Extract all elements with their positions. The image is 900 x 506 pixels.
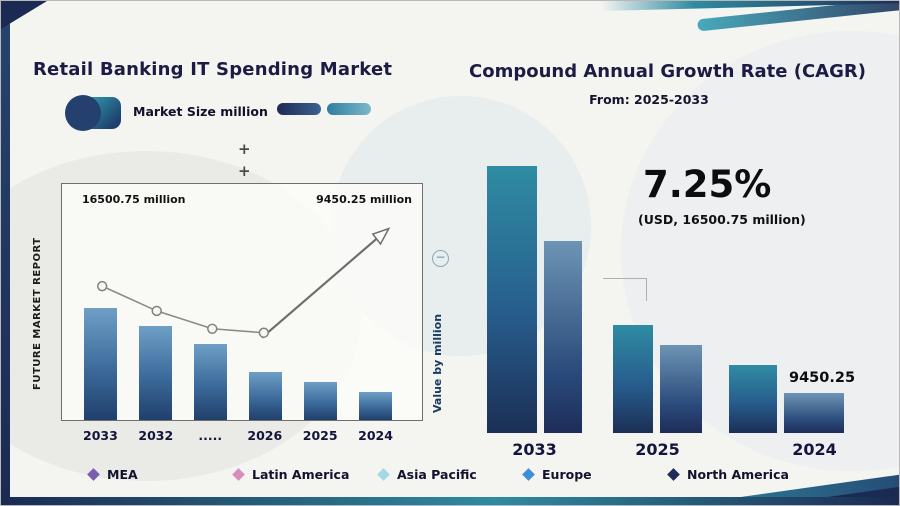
x-axis-label: 2025 xyxy=(302,428,338,443)
trend-arrow-icon xyxy=(96,227,391,339)
page-title: Retail Banking IT Spending Market xyxy=(33,59,393,80)
x-axis-label: 2026 xyxy=(247,428,283,443)
minus-icon: − xyxy=(432,250,449,267)
cagr-bar-group-2025: 2025 xyxy=(613,325,702,459)
min-value-annotation: 9450.25 million xyxy=(316,193,412,206)
legend-diamond-icon xyxy=(87,468,100,481)
value-axis-label: Value by million xyxy=(431,313,444,413)
future-market-report-watermark: FUTURE MARKET REPORT xyxy=(32,237,43,391)
cagr-bars: 2033 2025 2024 xyxy=(481,161,873,459)
market-bar-2032 xyxy=(139,326,172,420)
legend-item-asia-pacific: Asia Pacific xyxy=(377,467,477,482)
step-line-decoration xyxy=(603,278,647,301)
legend-diamond-icon xyxy=(667,468,680,481)
cagr-bar-group-2024: 2024 xyxy=(729,365,844,459)
cagr-x-label: 2033 xyxy=(512,440,557,459)
legend-item-latin-america: Latin America xyxy=(232,467,350,482)
cagr-bar-2025-secondary xyxy=(660,345,702,433)
legend-label: MEA xyxy=(107,467,138,482)
legend-diamond-icon xyxy=(377,468,390,481)
region-legend: MEA Latin America Asia Pacific Europe North … xyxy=(1,465,899,489)
corner-triangle-decoration xyxy=(1,1,47,29)
cagr-bar-2033-primary xyxy=(487,166,537,433)
plus-icon: + xyxy=(238,162,251,180)
legend-label: Latin America xyxy=(252,467,350,482)
x-axis-label: 2033 xyxy=(83,428,118,443)
value-callout: 9450.25 xyxy=(789,370,856,386)
cagr-title: Compound Annual Growth Rate (CAGR) xyxy=(469,61,866,82)
cagr-bar-2033-secondary xyxy=(544,241,582,433)
market-bar-2033 xyxy=(84,308,117,420)
legend-diamond-icon xyxy=(232,468,245,481)
x-axis-label: ..... xyxy=(198,428,223,443)
market-size-legend-label: Market Size million xyxy=(133,104,268,119)
cagr-value: 7.25% xyxy=(643,163,772,206)
market-size-bars xyxy=(84,308,392,420)
market-size-legend-icon xyxy=(65,95,123,131)
market-size-chart: 16500.75 million 9450.25 million xyxy=(61,183,423,421)
market-bar-2026 xyxy=(249,372,282,420)
cagr-bar-2024-primary xyxy=(729,365,777,433)
market-bar-2025 xyxy=(304,382,337,420)
cylinder-cap xyxy=(65,95,101,131)
scale-bar-decoration xyxy=(277,103,371,115)
cagr-x-label: 2025 xyxy=(635,440,680,459)
cagr-bar-2025-primary xyxy=(613,325,653,433)
market-size-x-axis: 2033 2032..... 2026 2025 2024 xyxy=(83,428,393,443)
cagr-subtitle: From: 2025-2033 xyxy=(589,92,709,107)
legend-label: Europe xyxy=(542,467,592,482)
x-axis-label: 2024 xyxy=(358,428,393,443)
left-edge-strip xyxy=(1,1,10,505)
plus-icon: + xyxy=(238,140,251,158)
x-axis-label: 2032 xyxy=(138,428,174,443)
market-bar-..... xyxy=(194,344,227,420)
scale-pill-icon xyxy=(327,103,371,115)
cagr-bar-2024-secondary xyxy=(784,393,844,433)
cagr-bar-group-2033: 2033 xyxy=(487,166,582,459)
legend-item-europe: Europe xyxy=(522,467,592,482)
market-bar-2024 xyxy=(359,392,392,420)
legend-diamond-icon xyxy=(522,468,535,481)
legend-label: Asia Pacific xyxy=(397,467,477,482)
max-value-annotation: 16500.75 million xyxy=(82,193,186,206)
bottom-edge-strip xyxy=(1,497,899,505)
legend-label: North America xyxy=(687,467,789,482)
cagr-detail: (USD, 16500.75 million) xyxy=(638,212,806,227)
cagr-x-label: 2024 xyxy=(792,440,837,459)
scale-pill-icon xyxy=(277,103,321,115)
legend-item-mea: MEA xyxy=(87,467,138,482)
legend-item-north-america: North America xyxy=(667,467,789,482)
